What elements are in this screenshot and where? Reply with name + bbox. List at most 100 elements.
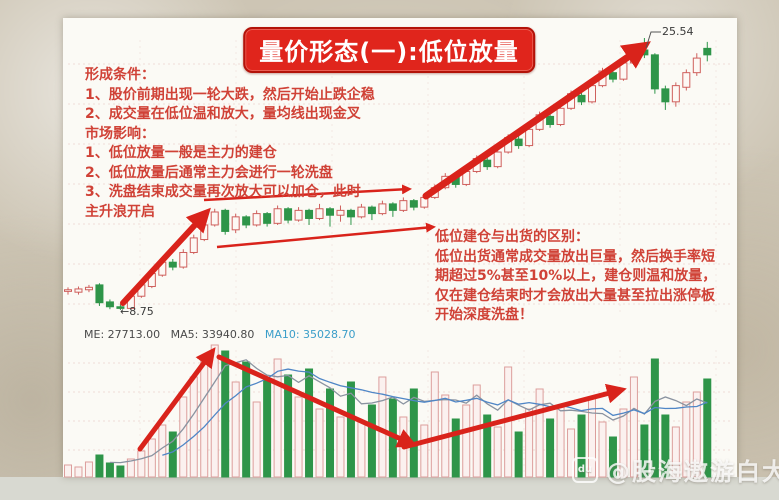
volume-ma10-line bbox=[162, 368, 708, 456]
volume-bar bbox=[231, 381, 240, 478]
candle bbox=[326, 208, 334, 216]
candle bbox=[588, 85, 596, 103]
volume-bar bbox=[598, 421, 607, 478]
candle bbox=[179, 251, 188, 268]
watermark-text: @股海遨游白大侠 bbox=[606, 458, 779, 486]
candle bbox=[577, 94, 586, 103]
trend-arrow-volume-rise-2 bbox=[401, 383, 627, 450]
candle bbox=[263, 213, 272, 224]
left-arrow-icon: ← bbox=[120, 305, 130, 318]
candle bbox=[252, 213, 261, 226]
low-price-value: 8.75 bbox=[129, 305, 154, 318]
volume-bar bbox=[210, 344, 219, 478]
volume-bar bbox=[315, 408, 324, 478]
annotation-line: 低位建仓与出货的区别： bbox=[435, 229, 589, 245]
volume-bar bbox=[483, 414, 492, 478]
candle bbox=[692, 57, 701, 74]
me-value-label: ME: 27713.00 bbox=[84, 328, 161, 341]
candle bbox=[671, 85, 680, 103]
volume-bar bbox=[546, 418, 555, 478]
candle bbox=[608, 72, 617, 80]
volume-bar bbox=[451, 418, 460, 478]
volume-bar bbox=[168, 431, 177, 478]
annotation-line: 形成条件： bbox=[85, 67, 155, 83]
candle bbox=[168, 261, 177, 268]
volume-ma5-line bbox=[109, 359, 708, 464]
volume-bar bbox=[137, 450, 146, 478]
volume-bar bbox=[74, 466, 83, 478]
volume-bar bbox=[84, 461, 93, 478]
trend-arrow-volume-rise-1 bbox=[137, 347, 216, 452]
volume-bar bbox=[650, 358, 659, 478]
volume-ma-readout: ME: 27713.00 MA5: 33940.80 MA10: 35028.7… bbox=[84, 328, 356, 341]
volume-bar bbox=[357, 421, 366, 478]
distribution-difference-block: 低位建仓与出货的区别： 低位出货通常成交量放出巨量，然后换手率短 期超过5%甚至10… bbox=[435, 228, 716, 326]
candle bbox=[346, 209, 355, 218]
volume-bar bbox=[105, 462, 114, 478]
volume-bar bbox=[420, 424, 429, 478]
volume-bar bbox=[200, 358, 209, 478]
channel-lower bbox=[216, 222, 436, 249]
volume-bar bbox=[252, 401, 261, 478]
volume-bar bbox=[629, 376, 638, 478]
volume-bar bbox=[336, 416, 345, 478]
channel-upper bbox=[203, 184, 412, 202]
volume-bar bbox=[619, 408, 628, 478]
volume-bar bbox=[179, 396, 188, 478]
annotation-line: 1、低位放量一般是主力的建仓 bbox=[85, 145, 277, 161]
volume-bar bbox=[671, 426, 680, 478]
candle bbox=[294, 209, 303, 221]
volume-bar bbox=[147, 438, 156, 478]
volume-bar bbox=[535, 388, 544, 478]
annotation-line: 期超过5%甚至10%以上，建仓则温和放量， bbox=[435, 268, 717, 284]
volume-bar bbox=[409, 388, 418, 478]
volume-bar bbox=[703, 378, 712, 478]
volume-bar bbox=[158, 424, 167, 478]
candle bbox=[84, 286, 93, 291]
candle bbox=[74, 288, 83, 293]
formation-conditions-block: 形成条件： 1、股价前期出现一轮大跌，然后开始止跌企稳 2、成交量在低位温和放大，量… bbox=[85, 66, 375, 222]
annotation-line: 市场影响： bbox=[85, 125, 155, 142]
volume-bar bbox=[326, 388, 334, 478]
volume-bar bbox=[273, 358, 282, 478]
candle bbox=[493, 151, 502, 168]
volume-bar bbox=[430, 371, 439, 478]
candle bbox=[284, 208, 293, 221]
volume-bar bbox=[294, 396, 303, 478]
volume-bar bbox=[305, 368, 314, 478]
volume-bar bbox=[242, 361, 251, 478]
candle bbox=[661, 88, 670, 103]
candle bbox=[409, 200, 418, 208]
candle bbox=[357, 206, 366, 218]
annotation-line: 主升浪开启 bbox=[85, 203, 155, 220]
trend-arrow-rally-1 bbox=[120, 207, 211, 306]
candle bbox=[703, 47, 712, 56]
volume-bar bbox=[556, 404, 565, 478]
candle bbox=[200, 224, 209, 241]
candle bbox=[95, 284, 104, 304]
volume-bar bbox=[661, 414, 670, 478]
annotation-line: 3、洗盘结束成交量再次放大可以加仓，此时 bbox=[85, 184, 361, 200]
volume-bar bbox=[221, 350, 230, 478]
volume-bar bbox=[682, 401, 691, 478]
candle bbox=[273, 208, 282, 224]
volume-bar bbox=[493, 426, 502, 478]
candle bbox=[105, 301, 114, 308]
candle bbox=[305, 209, 314, 219]
volume-bar bbox=[525, 408, 534, 478]
candle bbox=[525, 128, 534, 147]
candle bbox=[514, 138, 523, 147]
trend-arrow-main-rally bbox=[422, 41, 651, 200]
candle bbox=[210, 211, 219, 226]
volume-bar bbox=[567, 428, 576, 478]
ma5-value-label: MA5: 33940.80 bbox=[170, 328, 255, 341]
volume-bar bbox=[116, 465, 125, 478]
candle bbox=[367, 206, 376, 215]
candle bbox=[378, 203, 387, 215]
volume-bar bbox=[640, 424, 649, 478]
page-title: 量价形态(一):低位放量 bbox=[259, 38, 519, 66]
candle bbox=[650, 54, 659, 90]
